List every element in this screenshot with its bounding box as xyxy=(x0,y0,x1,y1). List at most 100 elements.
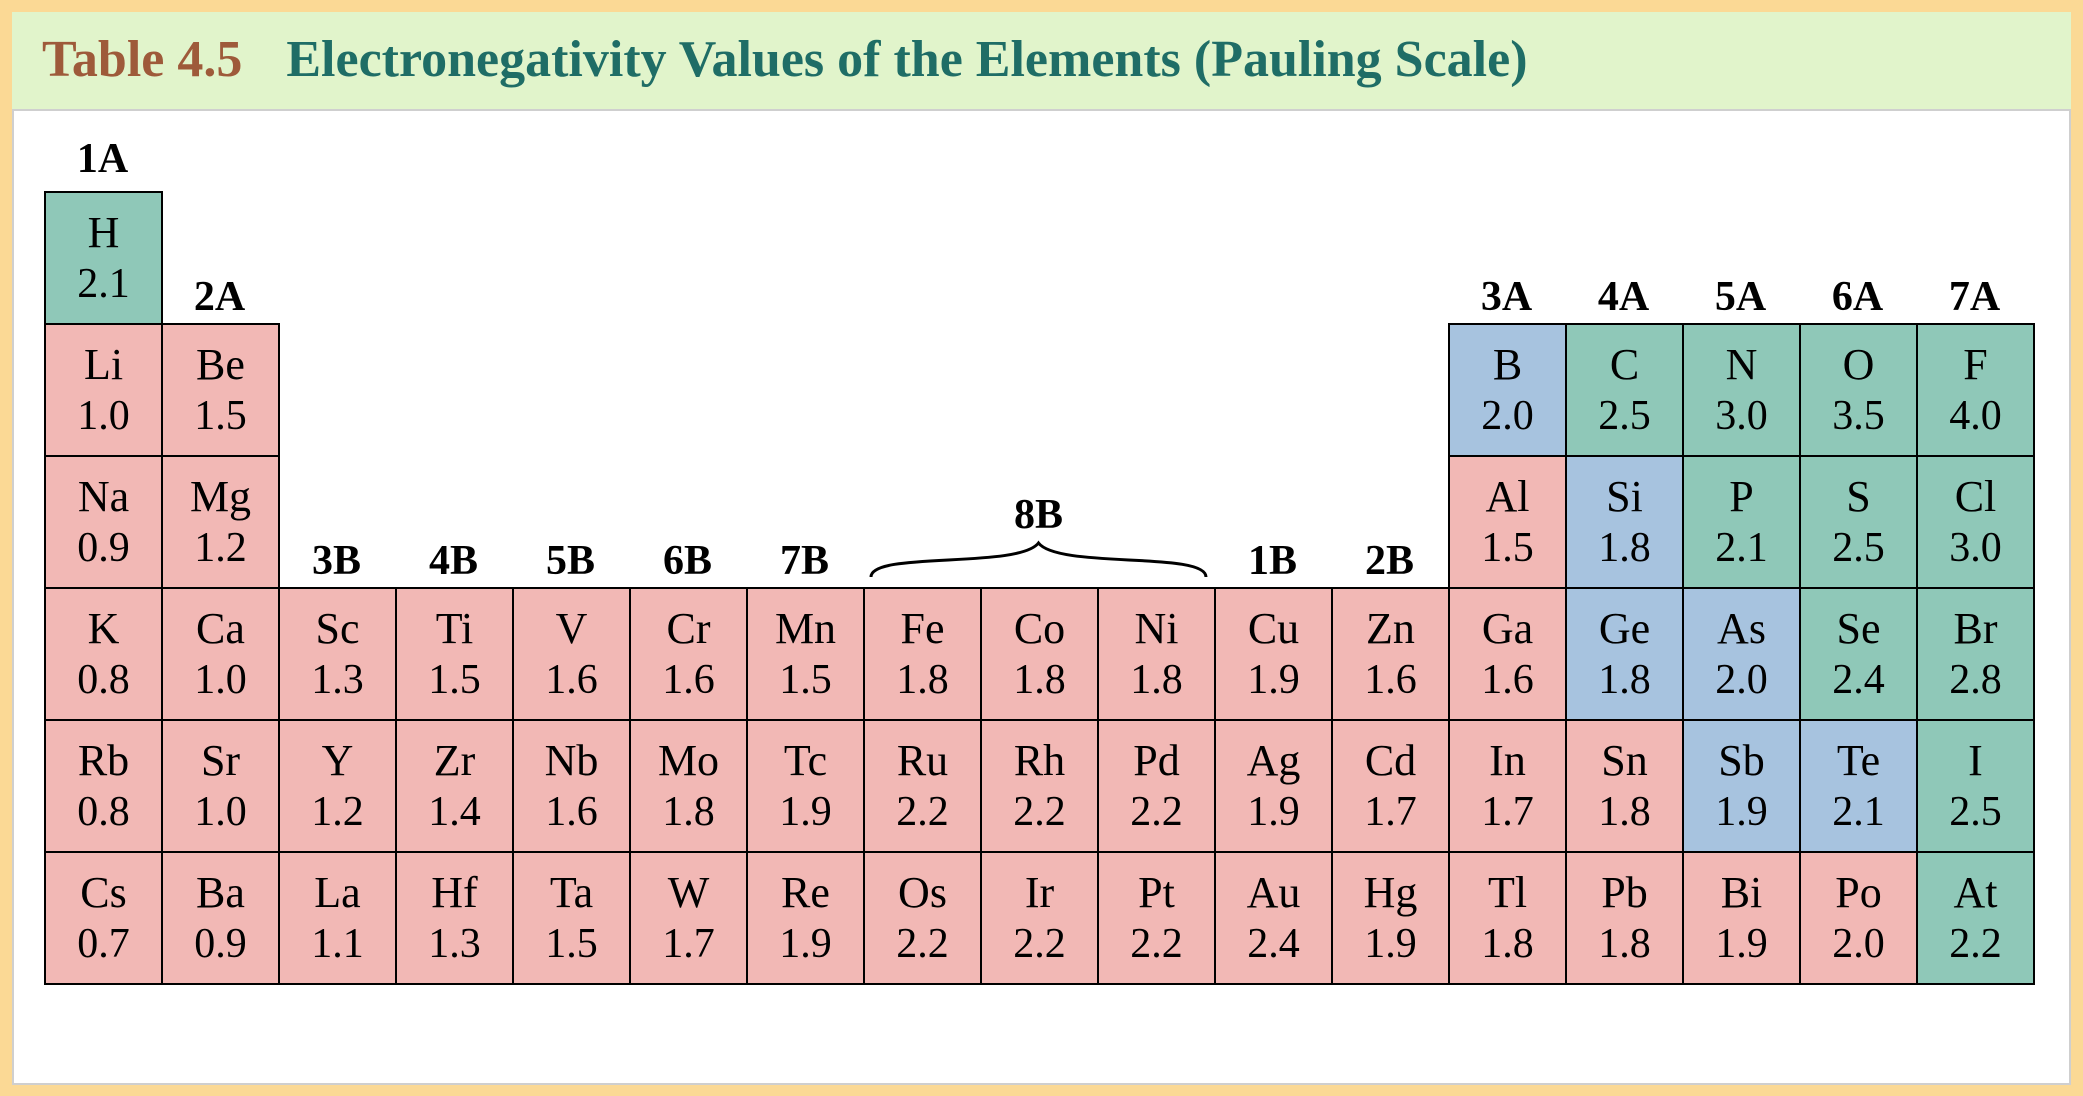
element-symbol: F xyxy=(1963,341,1987,389)
table-title: Electronegativity Values of the Elements… xyxy=(286,31,1527,88)
group-label-8b: 8B xyxy=(863,491,1214,539)
element-cell-y: Y1.2 xyxy=(278,719,397,853)
element-symbol: Pt xyxy=(1138,869,1175,917)
element-cell-n: N3.0 xyxy=(1682,323,1801,457)
element-symbol: Rb xyxy=(78,737,129,785)
element-cell-na: Na0.9 xyxy=(44,455,163,589)
element-symbol: Si xyxy=(1606,473,1643,521)
element-cell-pd: Pd2.2 xyxy=(1097,719,1216,853)
element-value: 1.5 xyxy=(194,393,247,439)
element-symbol: Tc xyxy=(784,737,827,785)
element-symbol: Cu xyxy=(1248,605,1299,653)
element-value: 1.7 xyxy=(662,921,715,967)
element-symbol: W xyxy=(668,869,710,917)
element-symbol: Ba xyxy=(196,869,245,917)
element-value: 4.0 xyxy=(1949,393,2002,439)
element-value: 2.5 xyxy=(1832,525,1885,571)
element-cell-rb: Rb0.8 xyxy=(44,719,163,853)
element-cell-h: H2.1 xyxy=(44,191,163,325)
element-value: 1.6 xyxy=(545,657,598,703)
element-cell-pt: Pt2.2 xyxy=(1097,851,1216,985)
element-symbol: Pb xyxy=(1601,869,1647,917)
element-value: 1.5 xyxy=(428,657,481,703)
group-label-4a: 4A xyxy=(1565,273,1682,321)
element-value: 2.1 xyxy=(77,261,130,307)
element-cell-v: V1.6 xyxy=(512,587,631,721)
element-symbol: Hf xyxy=(431,869,477,917)
element-symbol: Cl xyxy=(1955,473,1997,521)
element-value: 1.2 xyxy=(194,525,247,571)
element-cell-cd: Cd1.7 xyxy=(1331,719,1450,853)
element-symbol: Ni xyxy=(1135,605,1179,653)
element-cell-se: Se2.4 xyxy=(1799,587,1918,721)
element-value: 1.8 xyxy=(1598,525,1651,571)
element-value: 2.0 xyxy=(1481,393,1534,439)
element-symbol: Ga xyxy=(1482,605,1533,653)
group-label-3a: 3A xyxy=(1448,273,1565,321)
element-cell-ba: Ba0.9 xyxy=(161,851,280,985)
element-value: 1.6 xyxy=(1364,657,1417,703)
element-cell-te: Te2.1 xyxy=(1799,719,1918,853)
group-label-1b: 1B xyxy=(1214,537,1331,585)
element-symbol: Sb xyxy=(1718,737,1764,785)
element-value: 2.2 xyxy=(1130,921,1183,967)
element-cell-nb: Nb1.6 xyxy=(512,719,631,853)
element-cell-ru: Ru2.2 xyxy=(863,719,982,853)
element-cell-cu: Cu1.9 xyxy=(1214,587,1333,721)
element-cell-o: O3.5 xyxy=(1799,323,1918,457)
element-cell-hf: Hf1.3 xyxy=(395,851,514,985)
element-symbol: Ta xyxy=(550,869,593,917)
element-cell-cl: Cl3.0 xyxy=(1916,455,2035,589)
element-symbol: Li xyxy=(84,341,123,389)
element-cell-mo: Mo1.8 xyxy=(629,719,748,853)
periodic-grid: H2.1Li1.0Be1.5B2.0C2.5N3.0O3.5F4.0Na0.9M… xyxy=(44,135,2042,1055)
element-symbol: Co xyxy=(1014,605,1065,653)
element-value: 2.4 xyxy=(1247,921,1300,967)
element-value: 1.7 xyxy=(1481,789,1534,835)
element-cell-mg: Mg1.2 xyxy=(161,455,280,589)
element-symbol: Na xyxy=(78,473,129,521)
element-symbol: Tl xyxy=(1488,869,1527,917)
element-symbol: Ir xyxy=(1025,869,1054,917)
element-value: 2.5 xyxy=(1598,393,1651,439)
element-value: 0.9 xyxy=(194,921,247,967)
element-symbol: Zr xyxy=(434,737,476,785)
element-value: 2.5 xyxy=(1949,789,2002,835)
element-cell-si: Si1.8 xyxy=(1565,455,1684,589)
element-value: 1.8 xyxy=(1013,657,1066,703)
group-label-3b: 3B xyxy=(278,537,395,585)
element-symbol: Sc xyxy=(316,605,360,653)
group-label-7b: 7B xyxy=(746,537,863,585)
element-value: 1.9 xyxy=(1715,789,1768,835)
element-symbol: Re xyxy=(781,869,830,917)
element-value: 2.2 xyxy=(896,789,949,835)
element-value: 1.3 xyxy=(428,921,481,967)
table-panel: H2.1Li1.0Be1.5B2.0C2.5N3.0O3.5F4.0Na0.9M… xyxy=(12,109,2071,1085)
element-cell-br: Br2.8 xyxy=(1916,587,2035,721)
element-cell-p: P2.1 xyxy=(1682,455,1801,589)
element-cell-as: As2.0 xyxy=(1682,587,1801,721)
element-value: 0.8 xyxy=(77,789,130,835)
element-symbol: Sn xyxy=(1601,737,1647,785)
element-cell-mn: Mn1.5 xyxy=(746,587,865,721)
element-cell-cr: Cr1.6 xyxy=(629,587,748,721)
element-symbol: N xyxy=(1726,341,1758,389)
element-cell-ga: Ga1.6 xyxy=(1448,587,1567,721)
element-symbol: I xyxy=(1968,737,1983,785)
element-symbol: Y xyxy=(322,737,354,785)
element-value: 3.0 xyxy=(1949,525,2002,571)
element-symbol: Be xyxy=(196,341,245,389)
element-cell-ni: Ni1.8 xyxy=(1097,587,1216,721)
element-symbol: S xyxy=(1846,473,1870,521)
element-cell-ir: Ir2.2 xyxy=(980,851,1099,985)
group-label-2a: 2A xyxy=(161,273,278,321)
element-value: 2.2 xyxy=(1013,921,1066,967)
element-value: 1.5 xyxy=(545,921,598,967)
element-symbol: Te xyxy=(1837,737,1880,785)
element-value: 1.0 xyxy=(77,393,130,439)
element-value: 1.5 xyxy=(1481,525,1534,571)
element-symbol: Zn xyxy=(1366,605,1415,653)
element-cell-al: Al1.5 xyxy=(1448,455,1567,589)
element-cell-tc: Tc1.9 xyxy=(746,719,865,853)
element-cell-li: Li1.0 xyxy=(44,323,163,457)
